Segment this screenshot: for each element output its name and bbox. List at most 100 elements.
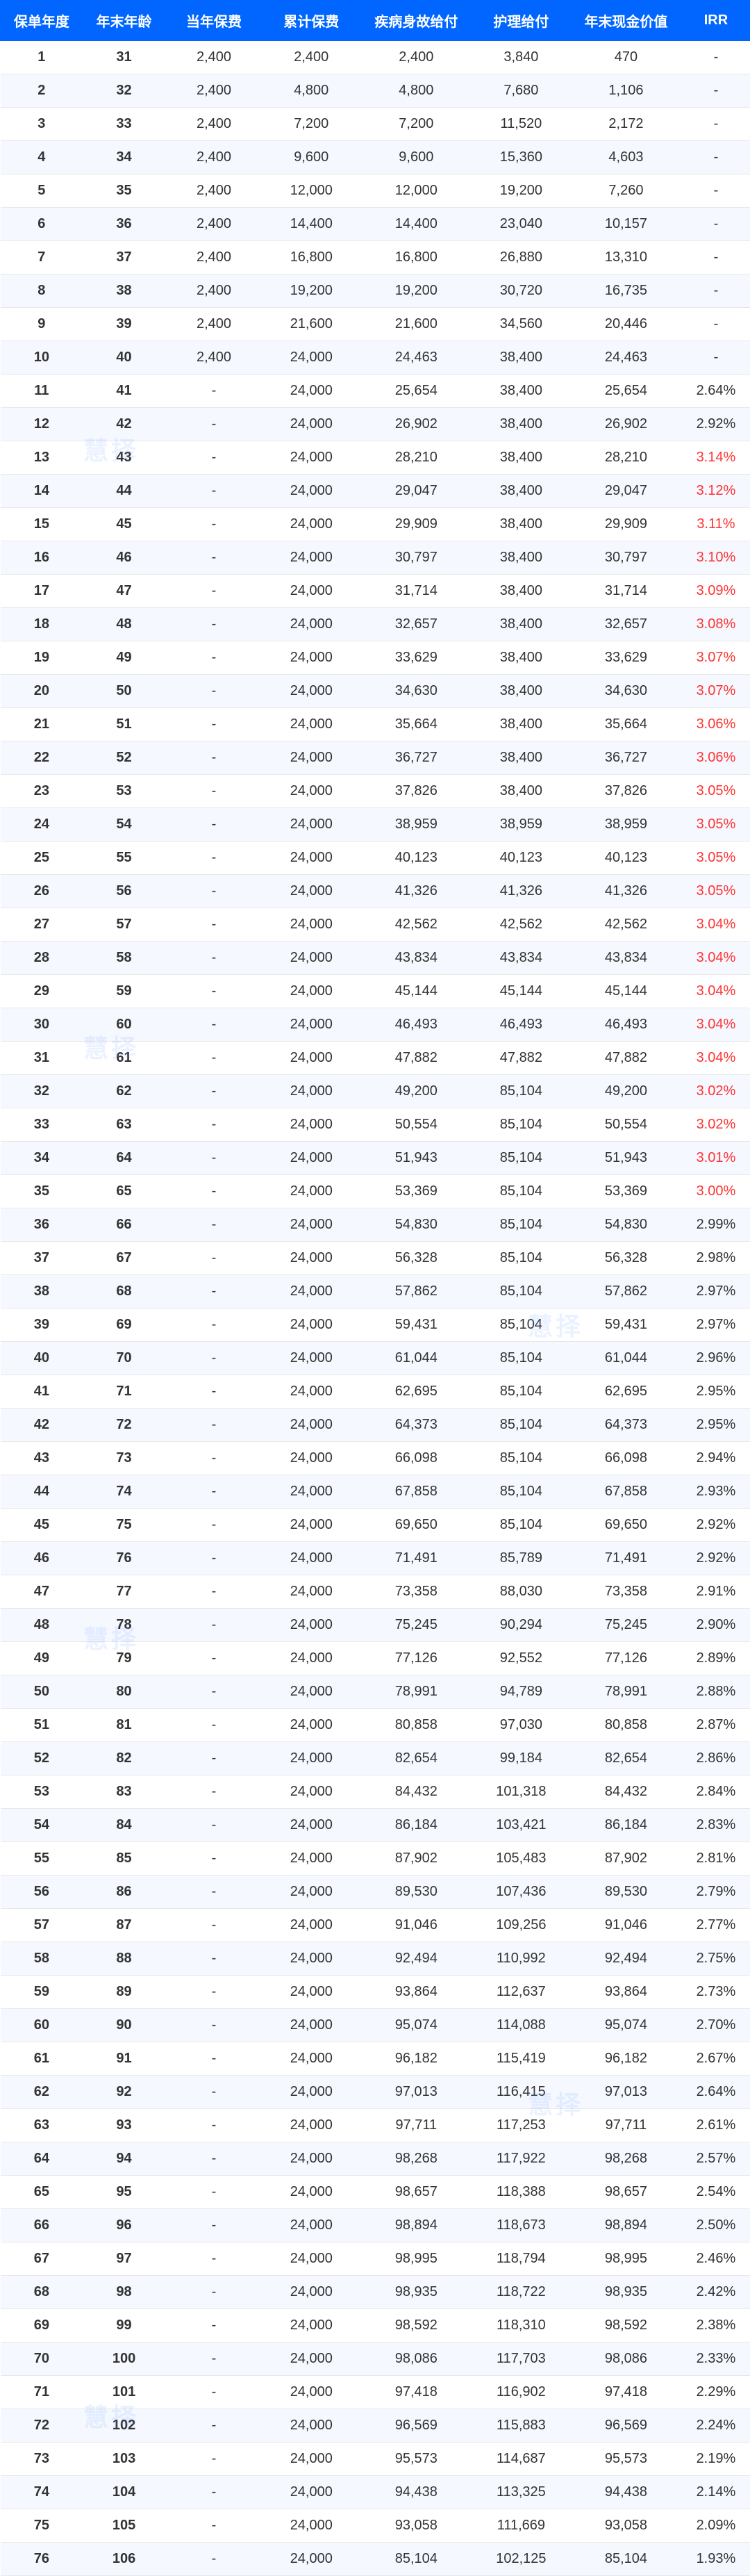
- cell: 2.97%: [682, 1275, 749, 1308]
- cell: 32: [83, 74, 165, 108]
- cell: -: [165, 1542, 262, 1575]
- cell: 91,046: [570, 1909, 683, 1942]
- cell: 41: [83, 375, 165, 408]
- cell: 24,000: [262, 2209, 360, 2242]
- cell: 40: [1, 1342, 83, 1375]
- cell: 48: [83, 608, 165, 641]
- cell: 57,862: [570, 1275, 683, 1308]
- cell: 84: [83, 1809, 165, 1842]
- cell: -: [165, 2409, 262, 2443]
- cell: 2,400: [165, 341, 262, 375]
- cell: 1,106: [570, 74, 683, 108]
- cell: 85,104: [472, 1342, 569, 1375]
- cell: 54,830: [360, 1208, 472, 1242]
- cell: 7,200: [360, 108, 472, 141]
- cell: 61,044: [360, 1342, 472, 1375]
- cell: 85,104: [472, 1308, 569, 1342]
- cell: 115,419: [472, 2042, 569, 2076]
- cell: 27: [1, 908, 83, 942]
- cell: 32: [1, 1075, 83, 1108]
- cell: 2,400: [165, 108, 262, 141]
- cell: 69: [1, 2309, 83, 2343]
- cell: 56,328: [360, 1242, 472, 1275]
- cell: 7,200: [262, 108, 360, 141]
- cell: 7,680: [472, 74, 569, 108]
- cell: 94: [83, 2142, 165, 2176]
- cell: 24,000: [262, 341, 360, 375]
- cell: 3.08%: [682, 608, 749, 641]
- table-row: 10402,40024,00024,46338,40024,463-: [1, 341, 750, 375]
- cell: 24,000: [262, 1375, 360, 1409]
- cell: 98,268: [570, 2142, 683, 2176]
- cell: 24,000: [262, 1976, 360, 2009]
- cell: 73: [1, 2443, 83, 2476]
- cell: 42,562: [472, 908, 569, 942]
- cell: -: [165, 842, 262, 875]
- cell: 86,184: [570, 1809, 683, 1842]
- cell: 75,245: [570, 1609, 683, 1642]
- cell: 26,902: [570, 408, 683, 441]
- cell: 16: [1, 541, 83, 575]
- cell: 39: [1, 1308, 83, 1342]
- cell: 33,629: [360, 641, 472, 675]
- cell: 105,483: [472, 1842, 569, 1876]
- cell: 84,432: [360, 1775, 472, 1809]
- cell: 72: [1, 2409, 83, 2443]
- table-row: 6191-24,00096,182115,41996,1822.67%: [1, 2042, 750, 2076]
- cell: 2.97%: [682, 1308, 749, 1342]
- table-row: 8382,40019,20019,20030,72016,735-: [1, 274, 750, 308]
- cell: 54,830: [570, 1208, 683, 1242]
- cell: 38,959: [360, 808, 472, 842]
- cell: 36: [83, 208, 165, 241]
- cell: 79: [83, 1642, 165, 1675]
- cell: 3.14%: [682, 441, 749, 475]
- col-header-5: 护理给付: [472, 1, 569, 41]
- cell: -: [165, 1442, 262, 1475]
- cell: 47,882: [472, 1042, 569, 1075]
- table-row: 72102-24,00096,569115,88396,5692.24%: [1, 2409, 750, 2443]
- cell: 16,735: [570, 274, 683, 308]
- cell: 85,104: [472, 1242, 569, 1275]
- cell: 81: [83, 1709, 165, 1742]
- cell: -: [165, 1909, 262, 1942]
- cell: 16,800: [360, 241, 472, 274]
- cell: 53,369: [570, 1175, 683, 1208]
- cell: -: [165, 1675, 262, 1709]
- cell: 49,200: [360, 1075, 472, 1108]
- cell: 28,210: [570, 441, 683, 475]
- cell: 32,657: [570, 608, 683, 641]
- cell: 38,400: [472, 575, 569, 608]
- cell: 24,000: [262, 475, 360, 508]
- table-row: 6292-24,00097,013116,41597,0132.64%: [1, 2076, 750, 2109]
- cell: 24,000: [262, 408, 360, 441]
- table-row: 4342,4009,6009,60015,3604,603-: [1, 141, 750, 174]
- table-row: 5282-24,00082,65499,18482,6542.86%: [1, 1742, 750, 1775]
- cell: 38,400: [472, 408, 569, 441]
- cell: 2.42%: [682, 2276, 749, 2309]
- cell: 35: [1, 1175, 83, 1208]
- cell: 24,000: [262, 575, 360, 608]
- cell: -: [165, 1609, 262, 1642]
- cell: 38,400: [472, 508, 569, 541]
- cell: 114,687: [472, 2443, 569, 2476]
- cell: -: [165, 508, 262, 541]
- cell: 11: [1, 375, 83, 408]
- cell: 96,182: [570, 2042, 683, 2076]
- cell: 2,400: [165, 74, 262, 108]
- cell: 24,000: [262, 1775, 360, 1809]
- cell: 24,000: [262, 2242, 360, 2276]
- cell: 24,000: [262, 1942, 360, 1976]
- cell: 2.92%: [682, 1509, 749, 1542]
- cell: 111,669: [472, 2509, 569, 2543]
- cell: 2.70%: [682, 2009, 749, 2042]
- table-row: 7372,40016,80016,80026,88013,310-: [1, 241, 750, 274]
- cell: 34,560: [472, 308, 569, 341]
- cell: -: [682, 274, 749, 308]
- cell: 38,400: [472, 641, 569, 675]
- cell: 24,000: [262, 375, 360, 408]
- cell: 25,654: [360, 375, 472, 408]
- cell: 94,438: [570, 2476, 683, 2509]
- cell: 113,325: [472, 2476, 569, 2509]
- cell: 47,882: [570, 1042, 683, 1075]
- cell: 78: [83, 1609, 165, 1642]
